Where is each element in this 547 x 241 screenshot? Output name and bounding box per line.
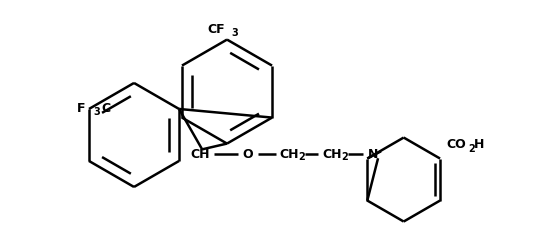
Text: 2: 2 [342,152,348,162]
Text: H: H [474,138,485,151]
Text: C: C [101,102,110,115]
Text: CH: CH [190,148,210,161]
Text: 3: 3 [231,27,238,38]
Text: CH: CH [279,148,299,161]
Text: CF: CF [207,23,225,36]
Text: 3: 3 [93,107,100,117]
Text: CO: CO [446,138,466,151]
Text: 2: 2 [299,152,305,162]
Text: 2: 2 [468,144,475,154]
Text: F: F [77,102,85,115]
Text: O: O [242,148,253,161]
Text: CH: CH [322,148,342,161]
Text: N: N [368,148,378,161]
